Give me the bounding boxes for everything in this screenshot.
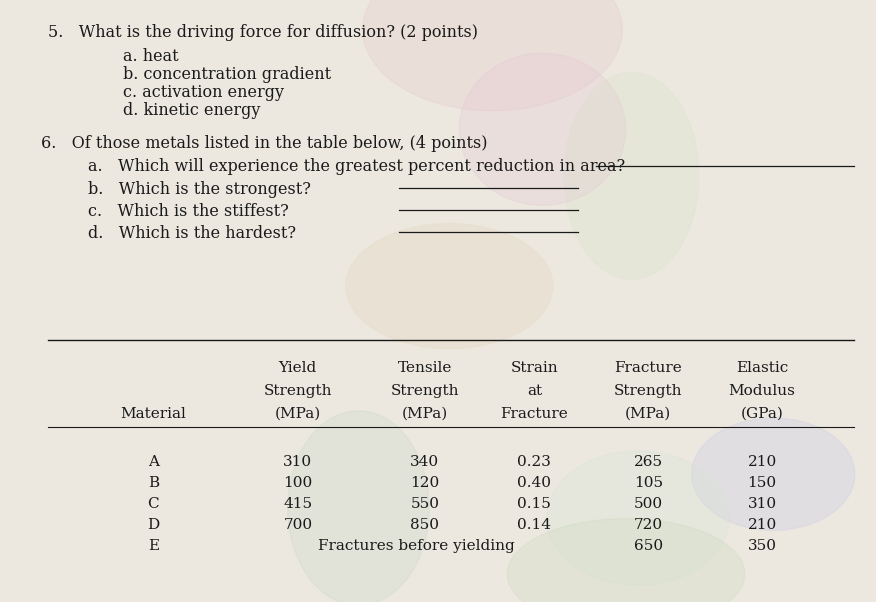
Text: c. activation energy: c. activation energy [123, 84, 284, 101]
Text: A: A [148, 455, 159, 468]
Text: 500: 500 [633, 497, 663, 510]
Ellipse shape [346, 223, 553, 349]
Text: E: E [148, 539, 159, 553]
Text: a.   Which will experience the greatest percent reduction in area?: a. Which will experience the greatest pe… [88, 158, 625, 175]
Text: 650: 650 [633, 539, 663, 553]
Text: 0.14: 0.14 [518, 518, 551, 532]
Text: Elastic: Elastic [736, 361, 788, 375]
Text: (MPa): (MPa) [625, 407, 671, 421]
Text: Modulus: Modulus [729, 384, 795, 398]
Text: 100: 100 [283, 476, 313, 489]
Text: 210: 210 [747, 518, 777, 532]
Ellipse shape [692, 418, 855, 530]
Text: 6.   Of those metals listed in the table below, (4 points): 6. Of those metals listed in the table b… [41, 135, 488, 152]
Text: 0.15: 0.15 [518, 497, 551, 510]
Ellipse shape [459, 53, 625, 205]
Text: 720: 720 [633, 518, 663, 532]
Text: 5.   What is the driving force for diffusion? (2 points): 5. What is the driving force for diffusi… [48, 24, 478, 41]
Text: C: C [147, 497, 159, 510]
Text: Strength: Strength [391, 384, 459, 398]
Text: (GPa): (GPa) [741, 407, 783, 421]
Text: 150: 150 [747, 476, 777, 489]
Text: Yield: Yield [279, 361, 317, 375]
Text: 210: 210 [747, 455, 777, 468]
Text: b.   Which is the strongest?: b. Which is the strongest? [88, 181, 310, 197]
Text: d.   Which is the hardest?: d. Which is the hardest? [88, 225, 295, 242]
Text: B: B [148, 476, 159, 489]
Text: 310: 310 [283, 455, 313, 468]
Ellipse shape [287, 411, 429, 602]
Text: Fracture: Fracture [500, 407, 569, 421]
Text: 550: 550 [410, 497, 440, 510]
Text: Tensile: Tensile [398, 361, 452, 375]
Text: a. heat: a. heat [123, 48, 178, 65]
Text: 850: 850 [410, 518, 440, 532]
Text: Strain: Strain [511, 361, 558, 375]
Text: (MPa): (MPa) [402, 407, 448, 421]
Text: Fractures before yielding: Fractures before yielding [318, 539, 514, 553]
Text: Material: Material [120, 407, 187, 421]
Text: 350: 350 [747, 539, 777, 553]
Text: 700: 700 [283, 518, 313, 532]
Ellipse shape [547, 451, 730, 585]
Text: Fracture: Fracture [614, 361, 682, 375]
Text: Strength: Strength [614, 384, 682, 398]
Text: 120: 120 [410, 476, 440, 489]
Text: 340: 340 [410, 455, 440, 468]
Text: 0.23: 0.23 [518, 455, 551, 468]
Text: 415: 415 [283, 497, 313, 510]
Text: d. kinetic energy: d. kinetic energy [123, 102, 260, 119]
Text: 105: 105 [633, 476, 663, 489]
Text: (MPa): (MPa) [275, 407, 321, 421]
Text: 0.40: 0.40 [518, 476, 551, 489]
Text: D: D [147, 518, 159, 532]
Text: at: at [526, 384, 542, 398]
Text: 265: 265 [633, 455, 663, 468]
Text: Strength: Strength [264, 384, 332, 398]
Ellipse shape [363, 0, 622, 111]
Text: b. concentration gradient: b. concentration gradient [123, 66, 331, 83]
Text: 310: 310 [747, 497, 777, 510]
Ellipse shape [507, 518, 745, 602]
Ellipse shape [564, 72, 699, 279]
Text: c.   Which is the stiffest?: c. Which is the stiffest? [88, 203, 288, 220]
